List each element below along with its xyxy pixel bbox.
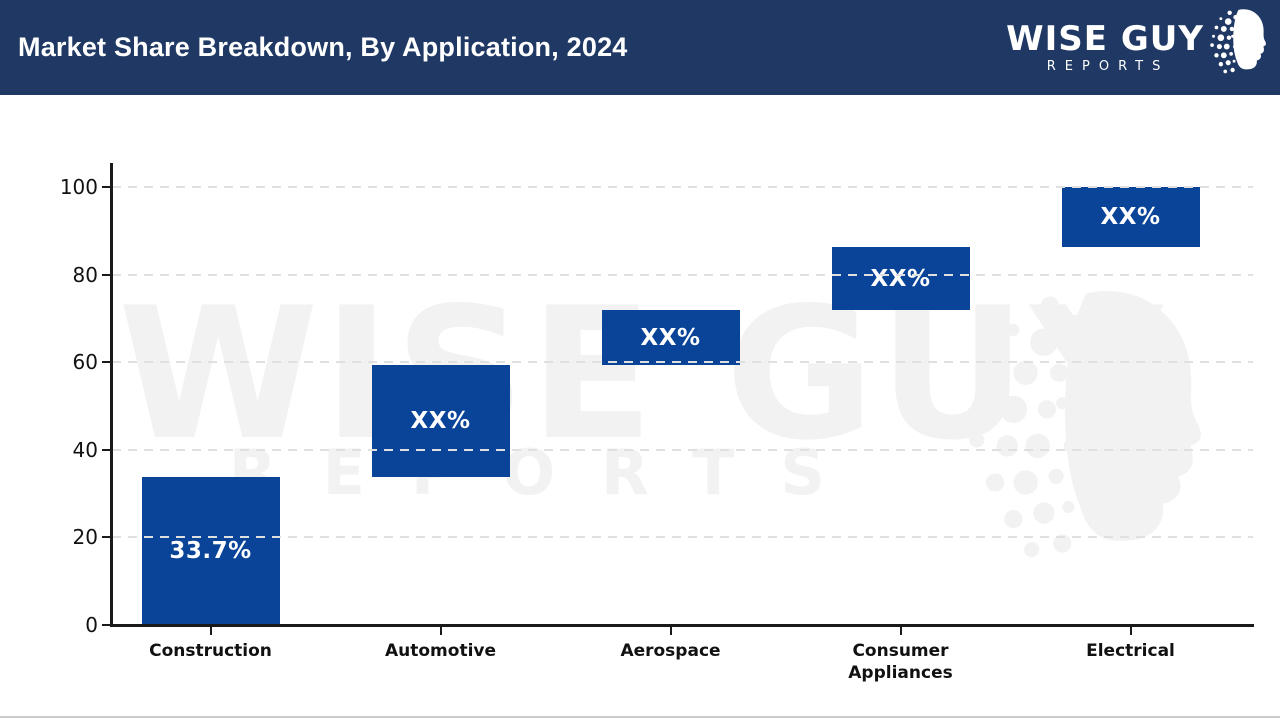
gridline-40: [112, 448, 1253, 451]
gridline-60: [112, 361, 1253, 364]
bar-automotive: XX%: [371, 365, 510, 478]
bar-value-label-construction: 33.7%: [169, 538, 252, 565]
watermark-brand-subtitle: REPORTS: [228, 436, 872, 509]
brand-subtitle: REPORTS: [1046, 59, 1170, 75]
wise-guy-face-icon: [1200, 4, 1274, 92]
category-label-electrical: Electrical: [1086, 641, 1175, 661]
bar-aerospace: XX%: [601, 310, 740, 366]
bar-value-label-consumer-appliances: XX%: [870, 265, 931, 292]
x-tick-mark: [1129, 627, 1132, 635]
y-tick-label: 0: [85, 613, 98, 637]
bar-value-label-automotive: XX%: [410, 408, 471, 435]
category-label-consumer-appliances: Consumer Appliances: [848, 641, 953, 684]
gridline-80: [112, 273, 1253, 276]
bar-value-label-electrical: XX%: [1100, 204, 1161, 231]
bar-electrical: XX%: [1061, 187, 1200, 248]
brand-name: WISE GUY: [1006, 18, 1204, 59]
y-tick-label: 60: [72, 350, 98, 375]
brand-logo-text: WISE GUY REPORTS: [1006, 18, 1204, 75]
x-tick-mark: [209, 627, 212, 635]
watermark-face-icon: [928, 232, 1233, 672]
y-tick-label: 80: [72, 262, 98, 287]
y-tick-label: 20: [72, 525, 98, 550]
y-tick-mark: [102, 624, 110, 626]
x-tick-mark: [439, 627, 442, 635]
header: Market Share Breakdown, By Application, …: [0, 0, 1280, 95]
bar-construction: 33.7%: [141, 477, 280, 625]
x-tick-mark: [899, 627, 902, 635]
chart-title: Market Share Breakdown, By Application, …: [18, 32, 628, 62]
y-axis-spine: [110, 163, 113, 627]
y-tick-mark: [102, 361, 110, 364]
x-tick-mark: [669, 627, 672, 635]
brand-logo: WISE GUY REPORTS: [1006, 4, 1274, 92]
y-tick-mark: [102, 186, 110, 188]
x-axis-spine: [110, 624, 1254, 627]
bar-value-label-aerospace: XX%: [640, 324, 701, 351]
category-label-construction: Construction: [149, 641, 272, 661]
y-tick-mark: [102, 536, 110, 539]
gridline-100: [112, 186, 1253, 188]
gridline-20: [112, 536, 1253, 539]
bottom-divider: [0, 716, 1280, 718]
category-label-aerospace: Aerospace: [620, 641, 721, 661]
y-tick-label: 100: [59, 175, 98, 199]
y-tick-mark: [102, 448, 110, 451]
bar-consumer-appliances: XX%: [831, 247, 970, 311]
y-tick-mark: [102, 273, 110, 276]
category-label-automotive: Automotive: [384, 641, 497, 661]
y-tick-label: 40: [72, 437, 98, 462]
